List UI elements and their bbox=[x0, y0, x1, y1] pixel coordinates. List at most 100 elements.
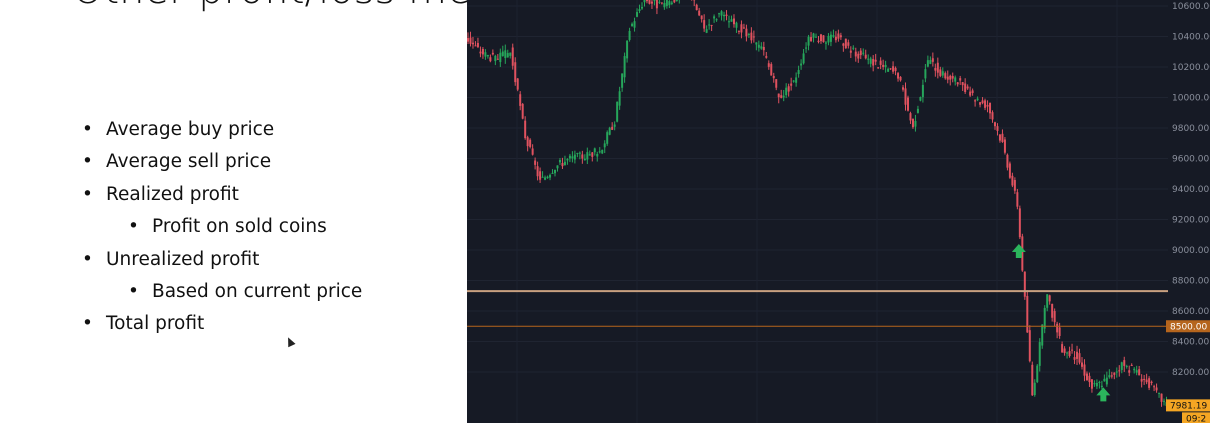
candle-body bbox=[551, 172, 554, 174]
bullet-icon: • bbox=[82, 151, 93, 173]
candle-body bbox=[735, 22, 738, 28]
candle-body bbox=[606, 132, 609, 144]
candle-body bbox=[1140, 378, 1143, 382]
candle-body bbox=[921, 84, 924, 98]
candle-body bbox=[1018, 208, 1021, 238]
candle-body bbox=[939, 69, 942, 76]
candle-body bbox=[663, 2, 666, 8]
candle-body bbox=[745, 28, 748, 37]
candle-body bbox=[578, 152, 581, 154]
candle-body bbox=[750, 32, 753, 41]
bullet-list: • Average buy price • Average sell price • Re… bbox=[82, 116, 362, 343]
bullet-item: • Realized profit bbox=[82, 181, 362, 213]
candle-body bbox=[521, 103, 524, 119]
candle-body bbox=[484, 52, 487, 57]
candle-body bbox=[762, 46, 765, 51]
candle-body bbox=[959, 78, 962, 81]
price-chart[interactable]: 10600.00 10400.00 10200.00 10000.00 9800.00 9… bbox=[467, 0, 1210, 423]
candle-body bbox=[556, 165, 559, 169]
candle-body bbox=[730, 19, 733, 22]
bullet-icon: • bbox=[82, 119, 93, 140]
candle-body bbox=[1093, 383, 1096, 385]
candle-body bbox=[1145, 379, 1148, 383]
candle-body bbox=[1163, 400, 1166, 402]
candle-body bbox=[757, 44, 760, 48]
candle-body bbox=[658, 1, 661, 3]
candle-body bbox=[919, 97, 922, 101]
candle-body bbox=[956, 82, 959, 85]
candle-body bbox=[1053, 311, 1056, 323]
candle-body bbox=[777, 93, 780, 98]
candle-body bbox=[725, 14, 728, 17]
candle-body bbox=[511, 47, 514, 66]
candle-body bbox=[892, 66, 895, 72]
candle-body bbox=[981, 100, 984, 104]
bullet-text: Based on current price bbox=[152, 280, 363, 302]
y-tick-label: 9000.00 bbox=[1172, 246, 1209, 256]
candle-body bbox=[648, 0, 651, 4]
price-line-label: 8500.00 bbox=[1170, 322, 1207, 332]
y-tick-label: 10600.00 bbox=[1172, 2, 1210, 12]
candle-body bbox=[775, 79, 778, 88]
candle-body bbox=[822, 35, 825, 43]
candle-body bbox=[673, 0, 676, 3]
candle-body bbox=[626, 40, 629, 59]
candle-body bbox=[638, 9, 641, 11]
candle-body bbox=[1098, 381, 1101, 383]
candle-body bbox=[772, 75, 775, 79]
candle-body bbox=[887, 68, 890, 72]
candle-body bbox=[633, 21, 636, 28]
y-tick-label: 8800.00 bbox=[1172, 277, 1209, 287]
candle-body bbox=[906, 97, 909, 111]
candle-body bbox=[1110, 375, 1113, 377]
bullet-icon: • bbox=[128, 216, 139, 238]
candle-body bbox=[1006, 154, 1009, 168]
candle-body bbox=[1011, 175, 1014, 186]
candle-body bbox=[653, 0, 656, 2]
candle-body bbox=[1036, 365, 1039, 383]
candle-body bbox=[708, 24, 711, 26]
candle-body bbox=[504, 50, 507, 59]
y-tick-label: 10200.00 bbox=[1172, 63, 1210, 73]
candle-body bbox=[499, 52, 502, 63]
candle-body bbox=[869, 58, 872, 64]
candle-body bbox=[989, 102, 992, 114]
candle-body bbox=[859, 50, 862, 56]
y-tick-label: 9600.00 bbox=[1172, 155, 1209, 165]
candle-body bbox=[705, 29, 708, 33]
candle-body bbox=[516, 78, 519, 90]
candle-body bbox=[534, 160, 537, 165]
candle-body bbox=[601, 149, 604, 154]
candle-body bbox=[471, 42, 474, 45]
candle-body bbox=[723, 14, 726, 17]
candle-body bbox=[715, 19, 718, 21]
candle-body bbox=[737, 30, 740, 32]
candle-body bbox=[931, 58, 934, 62]
candle-body bbox=[817, 40, 820, 43]
candle-body bbox=[519, 94, 522, 106]
candle-body bbox=[720, 11, 723, 16]
candle-body bbox=[839, 35, 842, 38]
candle-body bbox=[834, 36, 837, 41]
candle-body bbox=[946, 76, 949, 80]
candle-body bbox=[1103, 378, 1106, 382]
candle-body bbox=[1058, 327, 1061, 336]
bullet-icon: • bbox=[128, 280, 139, 302]
candle-body bbox=[1038, 342, 1041, 366]
candle-body bbox=[857, 53, 860, 59]
candle-body bbox=[598, 151, 601, 153]
buy-arrow-icon bbox=[1096, 387, 1111, 402]
bullet-icon: • bbox=[82, 313, 93, 335]
candle-body bbox=[944, 73, 947, 79]
candle-body bbox=[837, 33, 840, 39]
bullet-text: Realized profit bbox=[106, 183, 239, 205]
candle-body bbox=[1080, 362, 1083, 367]
candle-body bbox=[479, 51, 482, 54]
candle-body bbox=[631, 23, 634, 27]
candle-body bbox=[1068, 351, 1071, 356]
candle-body bbox=[765, 56, 768, 58]
candle-body bbox=[501, 51, 504, 57]
candle-body bbox=[914, 120, 917, 127]
candle-body bbox=[608, 127, 611, 135]
candle-body bbox=[1150, 381, 1153, 384]
